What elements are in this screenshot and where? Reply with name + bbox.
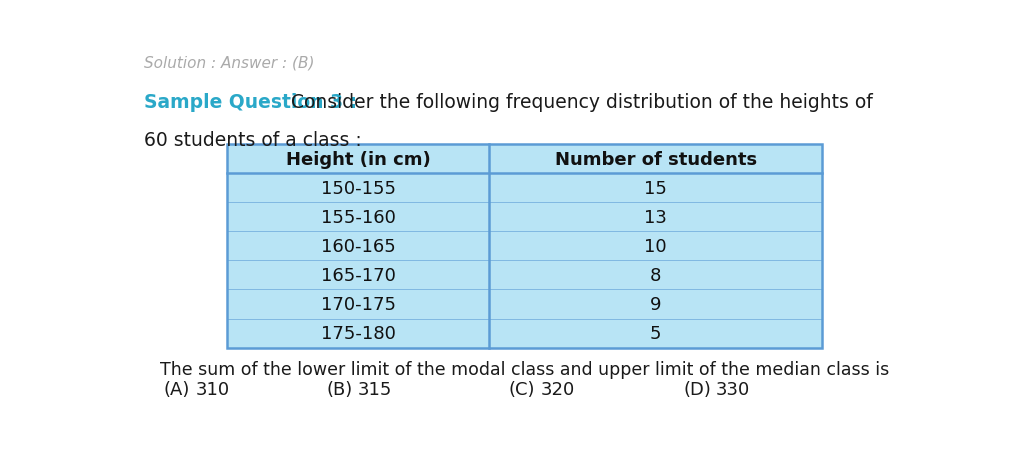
Text: 5: 5 <box>650 325 662 342</box>
FancyBboxPatch shape <box>227 144 822 348</box>
Text: Number of students: Number of students <box>555 150 757 168</box>
Text: 320: 320 <box>541 380 574 398</box>
Text: 60 students of a class :: 60 students of a class : <box>143 131 361 150</box>
Text: 9: 9 <box>650 295 662 313</box>
Text: 150-155: 150-155 <box>321 179 395 197</box>
Text: 10: 10 <box>644 238 667 255</box>
Text: 315: 315 <box>358 380 392 398</box>
Text: 155-160: 155-160 <box>321 208 395 226</box>
Text: 165-170: 165-170 <box>321 266 395 284</box>
Text: 170-175: 170-175 <box>321 295 395 313</box>
Text: 8: 8 <box>650 266 662 284</box>
Text: (B): (B) <box>327 380 352 398</box>
Text: 13: 13 <box>644 208 668 226</box>
Text: 160-165: 160-165 <box>321 238 395 255</box>
Text: Height (in cm): Height (in cm) <box>286 150 430 168</box>
Text: 15: 15 <box>644 179 668 197</box>
Text: 175-180: 175-180 <box>321 325 395 342</box>
Text: Consider the following frequency distribution of the heights of: Consider the following frequency distrib… <box>291 93 872 112</box>
Text: Solution : Answer : (B): Solution : Answer : (B) <box>143 56 314 70</box>
Text: (D): (D) <box>684 380 712 398</box>
Text: Sample Question 3 :: Sample Question 3 : <box>143 93 364 112</box>
Text: 310: 310 <box>196 380 229 398</box>
Text: (C): (C) <box>509 380 536 398</box>
Text: The sum of the lower limit of the modal class and upper limit of the median clas: The sum of the lower limit of the modal … <box>160 360 889 378</box>
Text: (A): (A) <box>164 380 190 398</box>
Text: 330: 330 <box>715 380 750 398</box>
